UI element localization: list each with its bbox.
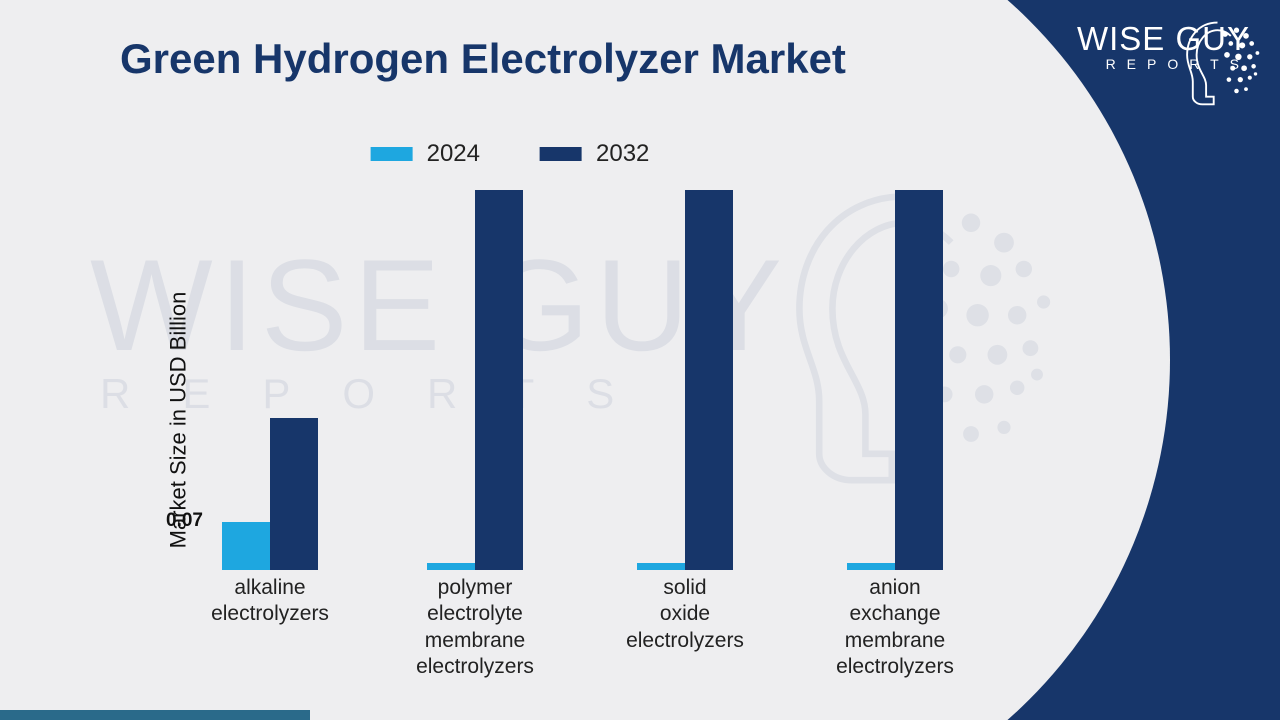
brand-block: WISE GUY REPORTS (1077, 20, 1250, 72)
legend-item-2024: 2024 (371, 140, 480, 168)
bar-value-label: 0.07 (166, 510, 203, 532)
x-axis-category-label: alkalineelectrolyzers (170, 575, 370, 628)
plot-region: 0.07 (130, 190, 950, 570)
bar (685, 190, 733, 570)
bar-group (415, 190, 535, 570)
bar (475, 190, 523, 570)
bar-group (210, 418, 330, 570)
footer-accent-bar (0, 710, 310, 720)
legend-label-2024: 2024 (427, 140, 480, 168)
bar (270, 418, 318, 570)
legend: 2024 2032 (371, 140, 650, 168)
stage: WISE GUY REPORTS Green Hydrogen Electrol… (0, 0, 1280, 720)
legend-item-2032: 2032 (540, 140, 649, 168)
bar (847, 563, 895, 570)
legend-swatch-2024 (371, 147, 413, 161)
bar (427, 563, 475, 570)
bar-group (835, 190, 955, 570)
brand-sub: REPORTS (1077, 56, 1250, 72)
x-axis-labels: alkalineelectrolyzerspolymerelectrolytem… (130, 575, 950, 695)
bar (637, 563, 685, 570)
bar (222, 522, 270, 570)
brand-name: WISE GUY (1077, 20, 1250, 58)
bar (895, 190, 943, 570)
bar-group (625, 190, 745, 570)
x-axis-category-label: polymerelectrolytemembraneelectrolyzers (375, 575, 575, 680)
x-axis-category-label: solidoxideelectrolyzers (585, 575, 785, 654)
legend-swatch-2032 (540, 147, 582, 161)
chart-area: Market Size in USD Billion 2024 2032 0.0… (60, 140, 960, 700)
legend-label-2032: 2032 (596, 140, 649, 168)
chart-title: Green Hydrogen Electrolyzer Market (120, 35, 846, 83)
x-axis-category-label: anionexchangemembraneelectrolyzers (795, 575, 995, 680)
